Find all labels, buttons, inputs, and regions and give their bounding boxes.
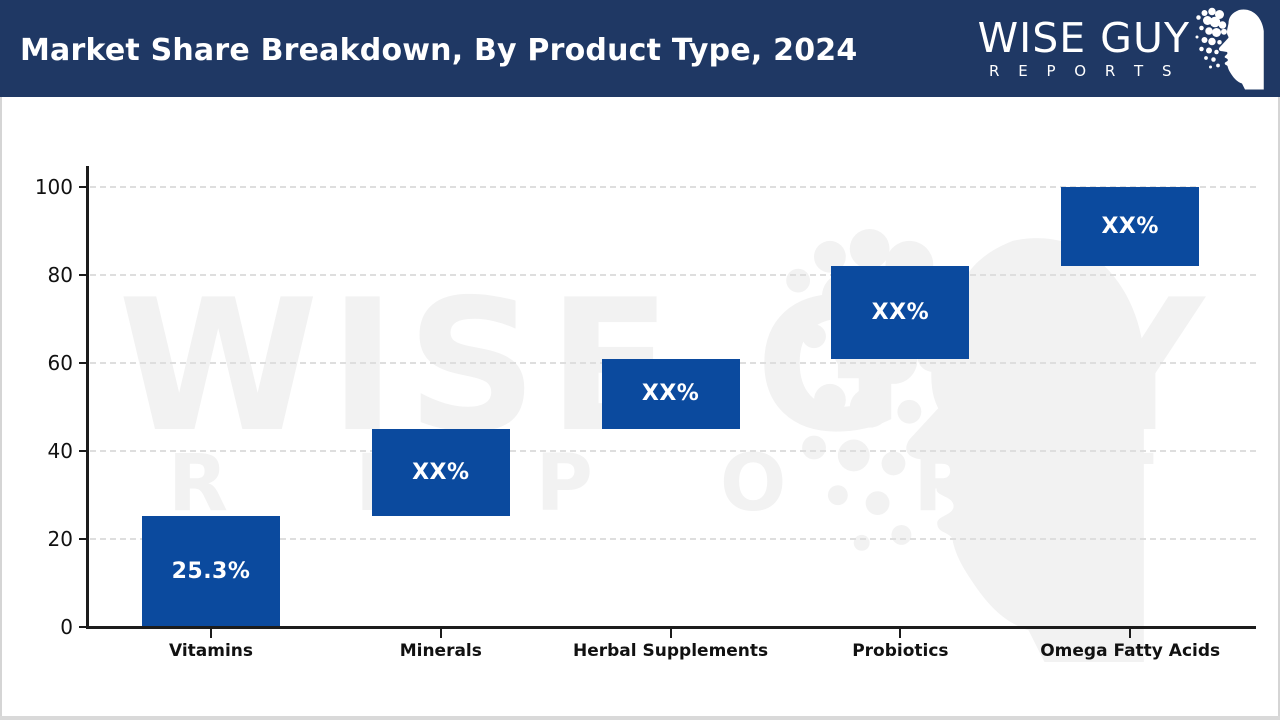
chart-canvas: WISE GUY R E P O R T S 25.3% XX% XX% XX% XX%… — [0, 97, 1280, 720]
bar-value-label: 25.3% — [171, 558, 251, 584]
x-tick-label-2: Herbal Supplements — [573, 641, 769, 661]
bar-vitamins: 25.3% — [142, 515, 280, 627]
x-tick-0 — [210, 629, 212, 638]
y-tick-100 — [79, 186, 88, 188]
x-tick-2 — [669, 629, 672, 638]
brand-logo-text: WISE GUY R E P O R T S — [977, 14, 1190, 81]
x-tick-1 — [439, 629, 442, 638]
brand-logo: WISE GUY R E P O R T S — [978, 4, 1268, 94]
x-tick-label-1: Minerals — [399, 641, 482, 661]
y-tick-label-100: 100 — [34, 175, 73, 199]
brand-subtext: R E P O R T S — [989, 62, 1179, 80]
watermark-head-icon — [782, 228, 1144, 663]
header-bar: Market Share Breakdown, By Product Type,… — [0, 0, 1280, 97]
brand-head-icon — [1195, 7, 1264, 90]
gridline-100 — [90, 186, 1256, 188]
y-tick-label-60: 60 — [47, 351, 73, 375]
page-border-right — [1278, 97, 1280, 720]
y-tick-0 — [79, 626, 88, 628]
page-border-bottom — [0, 716, 1280, 720]
page-title: Market Share Breakdown, By Product Type,… — [20, 33, 858, 68]
brand-wordmark: WISE GUY — [977, 14, 1190, 62]
y-axis-spine — [86, 166, 89, 629]
y-tick-label-80: 80 — [47, 263, 73, 287]
y-tick-80 — [79, 274, 88, 276]
y-tick-60 — [79, 362, 88, 364]
y-tick-label-0: 0 — [60, 615, 73, 639]
x-tick-label-0: Vitamins — [168, 641, 254, 661]
y-tick-label-40: 40 — [47, 439, 73, 463]
y-tick-20 — [79, 538, 88, 540]
page-border-left — [0, 97, 2, 720]
y-tick-label-20: 20 — [47, 527, 73, 551]
y-tick-40 — [79, 450, 88, 452]
